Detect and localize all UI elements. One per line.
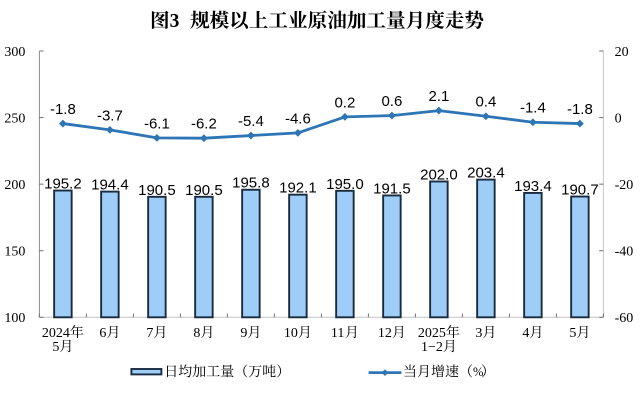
svg-text:195.8: 195.8 — [232, 175, 270, 192]
svg-text:10: 10 — [284, 326, 298, 341]
svg-text:3: 3 — [170, 11, 180, 32]
svg-text:0.6: 0.6 — [381, 93, 402, 110]
svg-text:1−2: 1−2 — [421, 340, 443, 355]
svg-text:0: 0 — [615, 111, 622, 126]
svg-text:-4.6: -4.6 — [285, 110, 311, 127]
svg-text:0.2: 0.2 — [334, 94, 355, 111]
svg-text:5: 5 — [569, 326, 576, 341]
svg-text:190.5: 190.5 — [185, 182, 223, 199]
svg-text:150: 150 — [4, 245, 25, 260]
svg-text:191.5: 191.5 — [373, 180, 411, 197]
svg-text:200: 200 — [4, 178, 25, 193]
svg-text:250: 250 — [4, 111, 25, 126]
svg-text:193.4: 193.4 — [514, 178, 552, 195]
svg-text:20: 20 — [615, 45, 629, 60]
svg-text:-6.1: -6.1 — [144, 115, 170, 132]
svg-text:2.1: 2.1 — [428, 88, 449, 105]
svg-text:-1.8: -1.8 — [567, 101, 593, 118]
svg-text:12: 12 — [378, 326, 392, 341]
svg-text:2025: 2025 — [418, 326, 446, 341]
svg-text:190.7: 190.7 — [561, 182, 599, 199]
svg-text:203.4: 203.4 — [467, 165, 505, 182]
svg-text:-40: -40 — [615, 245, 634, 260]
svg-text:8: 8 — [193, 326, 200, 341]
svg-text:100: 100 — [4, 311, 25, 326]
svg-text:2024: 2024 — [42, 326, 70, 341]
svg-text:4: 4 — [522, 326, 529, 341]
svg-text:6: 6 — [99, 326, 106, 341]
svg-text:300: 300 — [4, 45, 25, 60]
svg-text:-3.7: -3.7 — [97, 107, 123, 124]
svg-text:192.1: 192.1 — [279, 180, 317, 197]
svg-text:9: 9 — [240, 326, 247, 341]
svg-text:11: 11 — [331, 326, 344, 341]
svg-text:195.0: 195.0 — [326, 176, 364, 193]
svg-text:-1.4: -1.4 — [520, 100, 546, 117]
svg-text:-6.2: -6.2 — [191, 116, 217, 133]
svg-text:190.5: 190.5 — [138, 182, 176, 199]
svg-text:3: 3 — [475, 326, 482, 341]
svg-text:-1.8: -1.8 — [50, 101, 76, 118]
svg-text:-5.4: -5.4 — [238, 113, 264, 130]
svg-text:5: 5 — [52, 340, 59, 355]
svg-text:195.2: 195.2 — [44, 176, 82, 193]
svg-text:194.4: 194.4 — [91, 177, 129, 194]
svg-text:7: 7 — [146, 326, 153, 341]
svg-text:202.0: 202.0 — [420, 166, 458, 183]
svg-text:-60: -60 — [615, 311, 634, 326]
svg-text:-20: -20 — [615, 178, 634, 193]
svg-text:0.4: 0.4 — [475, 94, 496, 111]
svg-text:%: % — [473, 365, 483, 379]
